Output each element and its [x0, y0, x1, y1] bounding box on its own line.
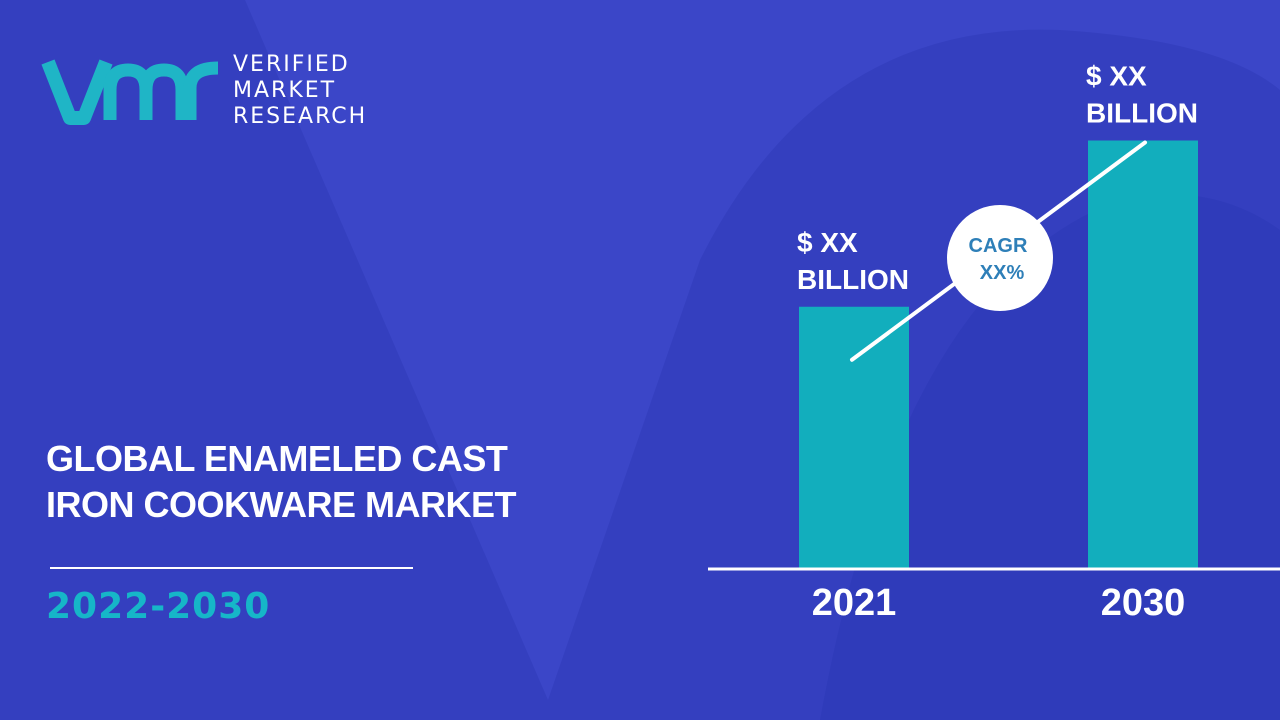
brand-line-2: MARKET	[233, 78, 337, 103]
brand-line-3: RESEARCH	[233, 104, 368, 129]
value-label-2030-line-2: BILLION	[1086, 98, 1198, 129]
value-label-2030-line-1: $ XX	[1086, 61, 1147, 92]
report-title-line-2: IRON COOKWARE MARKET	[46, 484, 517, 525]
value-label-2021-line-1: $ XX	[797, 227, 858, 258]
bar-2021	[799, 306, 909, 568]
cagr-badge	[947, 205, 1053, 311]
report-title-line-1: GLOBAL ENAMELED CAST	[46, 438, 508, 479]
title-divider	[50, 567, 413, 569]
value-label-2021-line-2: BILLION	[797, 264, 909, 295]
x-tick-2021: 2021	[812, 582, 897, 624]
brand-name: VERIFIED MARKET RESEARCH	[233, 52, 367, 130]
cagr-label: CAGR	[969, 235, 1028, 257]
report-title: GLOBAL ENAMELED CAST IRON COOKWARE MARKE…	[46, 436, 606, 528]
vmr-logo-icon	[41, 59, 219, 125]
bar-2030	[1088, 140, 1198, 568]
market-bar-chart: $ XX BILLION 2021 $ XX BILLION 2030 CAGR XX%	[708, 61, 1280, 624]
x-tick-2030: 2030	[1101, 582, 1186, 624]
cagr-value: XX%	[980, 262, 1025, 284]
brand-logo: VERIFIED MARKET RESEARCH	[40, 50, 400, 135]
forecast-period: 2022-2030	[46, 586, 271, 627]
brand-line-1: VERIFIED	[233, 52, 350, 77]
